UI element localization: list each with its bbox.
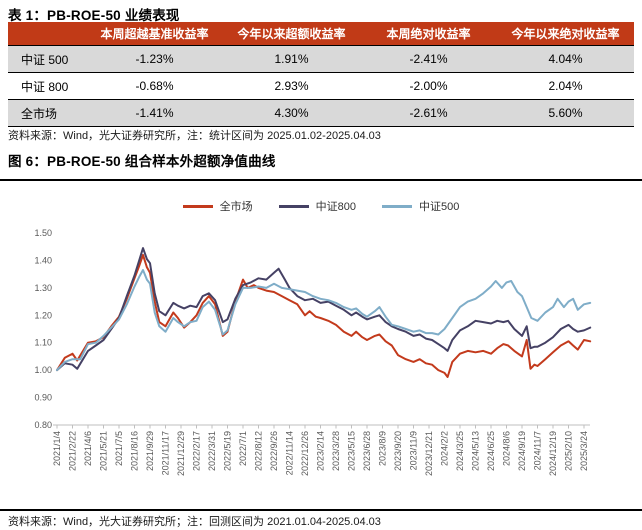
table-cell: -1.41% <box>86 99 223 127</box>
table-col-header: 本周超越基准收益率 <box>86 22 223 46</box>
table-col-header: 今年以来绝对收益率 <box>497 22 634 46</box>
table-cell: -2.00% <box>360 72 497 100</box>
figure-bottom-rule <box>0 509 642 511</box>
x-tick-label: 2021/7/5 <box>114 431 124 466</box>
y-tick-label: 0.90 <box>34 393 52 403</box>
x-tick-label: 2024/2/2 <box>440 431 450 466</box>
legend-label: 全市场 <box>219 201 253 213</box>
series-line-1 <box>56 247 592 372</box>
x-tick-label: 2022/9/26 <box>269 431 279 471</box>
performance-table-header: 本周超越基准收益率 今年以来超额收益率 本周绝对收益率 今年以来绝对收益率 <box>8 22 634 46</box>
y-tick-label: 0.80 <box>34 420 52 430</box>
x-tick-label: 2021/9/29 <box>145 431 155 471</box>
legend-item-0: 全市场 <box>182 198 253 214</box>
x-tick-label: 2022/11/14 <box>285 431 295 475</box>
x-tick-label: 2025/3/24 <box>579 431 589 471</box>
table-title: 表 1：PB-ROE-50 业绩表现 <box>8 8 180 23</box>
excess-nav-chart-svg: 1.50 1.40 1.30 1.20 1.10 1.00 0.90 0.802021/1/4… <box>34 228 592 476</box>
table-row-label: 中证 500 <box>8 45 86 73</box>
x-tick-label: 2021/8/16 <box>130 431 140 471</box>
legend-label: 中证500 <box>419 201 460 213</box>
table-col-header: 今年以来超额收益率 <box>223 22 360 46</box>
table-cell: 4.04% <box>497 45 634 73</box>
x-tick-label: 2023/11/9 <box>409 431 419 470</box>
y-tick-label: 1.00 <box>34 365 52 375</box>
x-tick-label: 2021/12/29 <box>176 431 186 476</box>
x-tick-label: 2024/12/19 <box>548 431 558 476</box>
x-tick-label: 2024/3/25 <box>455 431 465 471</box>
performance-table-body: 中证 500 -1.23% 1.91% -2.41% 4.04% 中证 800 -0.68%… <box>8 45 634 127</box>
x-tick-label: 2025/2/10 <box>564 431 574 471</box>
series-line-0 <box>56 253 592 378</box>
x-tick-label: 2021/2/22 <box>68 431 78 471</box>
series-line-2 <box>56 269 592 372</box>
x-tick-label: 2021/11/17 <box>161 431 171 475</box>
y-tick-label: 1.20 <box>34 310 52 320</box>
x-tick-label: 2023/8/9 <box>378 431 388 466</box>
table-source-note: 资料来源：Wind，光大证券研究所，注：统计区间为 2025.01.02-202… <box>8 130 381 142</box>
x-tick-label: 2021/1/4 <box>52 431 62 466</box>
legend-line-swatch <box>278 204 309 208</box>
table-header-row: 本周超越基准收益率 今年以来超额收益率 本周绝对收益率 今年以来绝对收益率 <box>8 22 634 46</box>
chart-legend: 全市场 中证800 中证500 <box>0 198 642 214</box>
table-cell: 4.30% <box>223 99 360 127</box>
table-row: 中证 500 -1.23% 1.91% -2.41% 4.04% <box>8 45 634 73</box>
table-row-label: 中证 800 <box>8 72 86 100</box>
table-cell: 2.04% <box>497 72 634 100</box>
x-tick-label: 2022/3/31 <box>207 431 217 471</box>
x-tick-label: 2022/8/12 <box>254 431 264 471</box>
table-cell: -2.41% <box>360 45 497 73</box>
x-tick-label: 2023/9/20 <box>393 431 403 471</box>
table-row-label: 全市场 <box>8 99 86 127</box>
x-axis <box>53 424 590 429</box>
legend-item-1: 中证800 <box>278 198 356 214</box>
performance-table: 本周超越基准收益率 今年以来超额收益率 本周绝对收益率 今年以来绝对收益率 中证 50… <box>8 22 634 127</box>
y-tick-label: 1.40 <box>34 255 52 265</box>
y-axis-labels: 1.50 1.40 1.30 1.20 1.10 1.00 0.90 0.80 <box>34 228 52 430</box>
table-corner-cell <box>8 22 86 46</box>
x-tick-label: 2021/5/21 <box>99 431 109 471</box>
x-tick-label: 2024/9/19 <box>517 431 527 471</box>
legend-line-swatch <box>182 204 213 208</box>
table-cell: 2.93% <box>223 72 360 100</box>
x-tick-label: 2024/5/13 <box>471 431 481 471</box>
table-cell: 1.91% <box>223 45 360 73</box>
y-tick-label: 1.10 <box>34 338 52 348</box>
legend-item-2: 中证500 <box>382 198 459 214</box>
table-cell: -0.68% <box>86 72 223 100</box>
x-tick-label: 2023/6/28 <box>362 431 372 471</box>
legend-line-swatch <box>382 204 412 208</box>
figure-title: 图 6：PB-ROE-50 组合样本外超额净值曲线 <box>8 154 276 169</box>
table-cell: 5.60% <box>497 99 634 127</box>
table-cell: -2.61% <box>360 99 497 127</box>
x-tick-label: 2022/2/17 <box>192 431 202 471</box>
x-tick-label: 2024/8/6 <box>502 431 512 466</box>
x-tick-label: 2023/5/15 <box>347 431 357 471</box>
table-col-header: 本周绝对收益率 <box>360 22 497 46</box>
x-tick-label: 2023/2/14 <box>316 431 326 471</box>
table-row: 中证 800 -0.68% 2.93% -2.00% 2.04% <box>8 72 634 100</box>
table-cell: -1.23% <box>86 45 223 73</box>
x-tick-label: 2021/4/6 <box>83 431 93 466</box>
figure-title-rule <box>0 179 642 181</box>
excess-nav-chart: 1.50 1.40 1.30 1.20 1.10 1.00 0.90 0.80 2021/1/4… <box>0 188 642 490</box>
figure-source-note: 资料来源：Wind，光大证券研究所；注：回测区间为 2021.01.04-202… <box>8 516 381 528</box>
legend-label: 中证800 <box>315 201 356 213</box>
x-tick-label: 2024/6/25 <box>486 431 496 471</box>
y-tick-label: 1.30 <box>34 283 52 293</box>
x-tick-label: 2022/12/26 <box>300 431 310 476</box>
x-tick-label: 2022/7/1 <box>238 431 248 466</box>
x-axis-labels: 2021/1/4 2021/2/22 2021/4/6 2021/5/21 2021/7… <box>52 431 589 476</box>
x-tick-label: 2023/3/28 <box>331 431 341 471</box>
y-tick-label: 1.50 <box>34 228 52 238</box>
x-tick-label: 2022/5/19 <box>223 431 233 471</box>
x-tick-label: 2024/11/7 <box>533 431 543 470</box>
table-row: 全市场 -1.41% 4.30% -2.61% 5.60% <box>8 99 634 127</box>
x-tick-label: 2023/12/21 <box>424 431 434 476</box>
